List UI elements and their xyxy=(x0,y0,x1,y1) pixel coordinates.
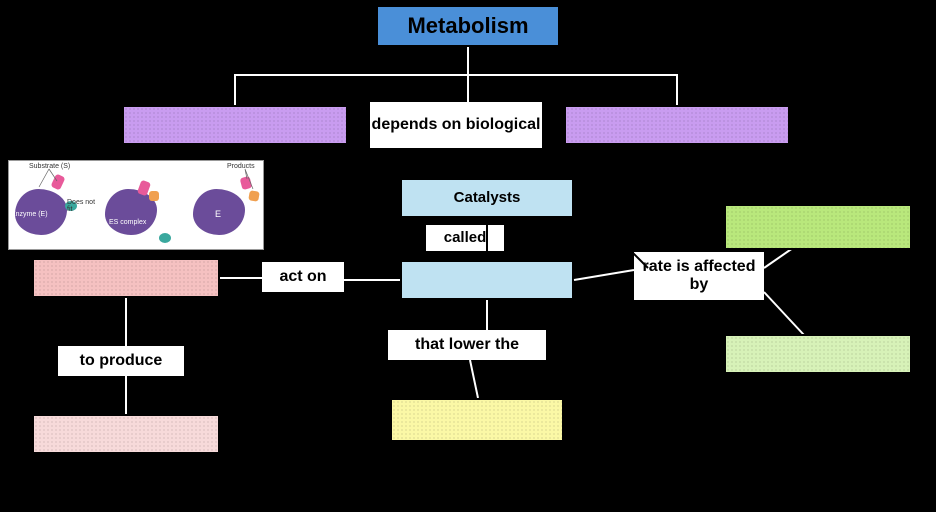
purple-left-box xyxy=(122,105,348,145)
depends-text: depends on biological xyxy=(372,116,541,134)
enzyme-illustration: Substrate (S) Products Enzyme (E) Does n… xyxy=(8,160,264,250)
act-on-text: act on xyxy=(279,268,326,286)
purple-right-box xyxy=(564,105,790,145)
illustration-lines xyxy=(9,161,265,251)
depends-label: depends on biological xyxy=(370,102,542,148)
act-on-label: act on xyxy=(262,262,344,292)
called-text: called xyxy=(444,229,487,246)
green-box xyxy=(724,204,912,250)
enzyme-blue-box xyxy=(400,260,574,300)
that-lower-text: that lower the xyxy=(415,336,519,354)
yellow-box xyxy=(390,398,564,442)
to-produce-label: to produce xyxy=(58,346,184,376)
to-produce-text: to produce xyxy=(80,352,163,370)
pink-box xyxy=(32,258,220,298)
catalysts-label: Catalysts xyxy=(454,189,521,207)
green-light-box xyxy=(724,334,912,374)
title-box: Metabolism xyxy=(376,5,560,47)
pink-light-box xyxy=(32,414,220,454)
rate-affected-label: rate is affected by xyxy=(634,252,764,300)
that-lower-label: that lower the xyxy=(388,330,546,360)
rate-affected-text: rate is affected by xyxy=(634,258,764,295)
catalysts-box: Catalysts xyxy=(400,178,574,218)
called-label: called xyxy=(426,225,504,251)
title-label: Metabolism xyxy=(407,13,528,39)
